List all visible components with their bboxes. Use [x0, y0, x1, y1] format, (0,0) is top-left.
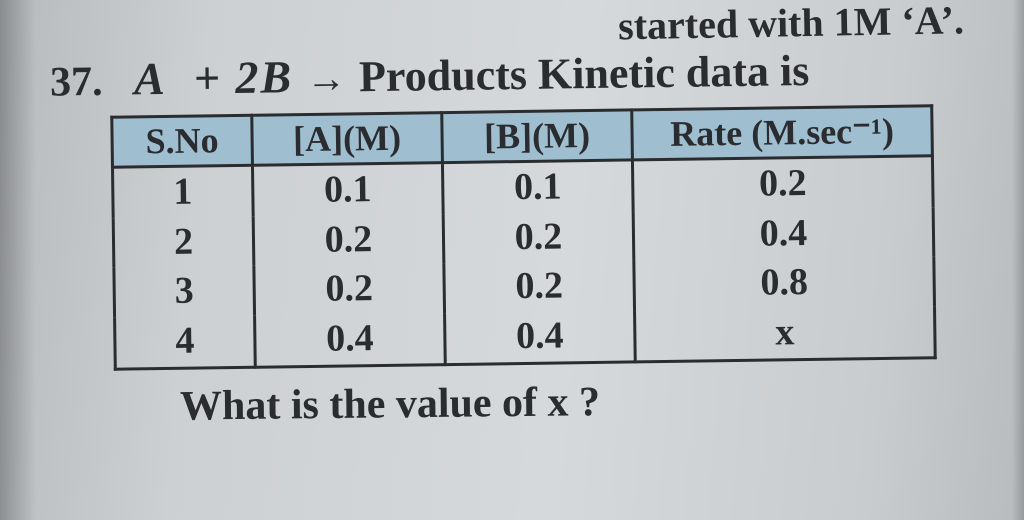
table-cell: 0.1 [442, 160, 633, 214]
table-cell: 0.2 [253, 214, 444, 266]
reaction-text: A + 2B → Products Kinetic data is [134, 43, 810, 105]
table-cell: 2 [113, 217, 254, 269]
table-header-cell: Rate (M.sec⁻¹) [632, 106, 933, 160]
question-number: 37. [50, 58, 111, 107]
reaction-rhs: Products Kinetic data is [359, 46, 810, 101]
table-cell: 0.4 [445, 310, 636, 364]
table-cell: 0.2 [632, 156, 933, 211]
table-row: 40.40.4x [115, 306, 936, 369]
table-cell: 0.4 [255, 313, 446, 367]
table-header-cell: S.No [112, 115, 253, 167]
table-cell: 4 [115, 316, 256, 369]
table-cell: x [635, 306, 936, 361]
table-cell: 0.4 [633, 207, 934, 261]
table-cell: 3 [114, 266, 255, 318]
table-cell: 0.2 [254, 263, 445, 315]
table-cell: 0.2 [443, 211, 634, 263]
reaction-arrow: → [304, 55, 349, 101]
reaction-lhs: A + 2B [134, 51, 294, 104]
table-header-cell: [A](M) [252, 113, 443, 166]
followup-question: What is the value of x ? [50, 374, 994, 432]
kinetic-table-wrap: S.No[A](M)[B](M)Rate (M.sec⁻¹)10.10.10.2… [110, 104, 933, 370]
table-cell: 1 [112, 165, 253, 218]
table-cell: 0.8 [634, 257, 935, 311]
table-header-cell: [B](M) [442, 110, 633, 163]
table-cell: 0.2 [444, 261, 635, 313]
table-cell: 0.1 [252, 163, 443, 217]
kinetic-table: S.No[A](M)[B](M)Rate (M.sec⁻¹)10.10.10.2… [110, 104, 936, 370]
